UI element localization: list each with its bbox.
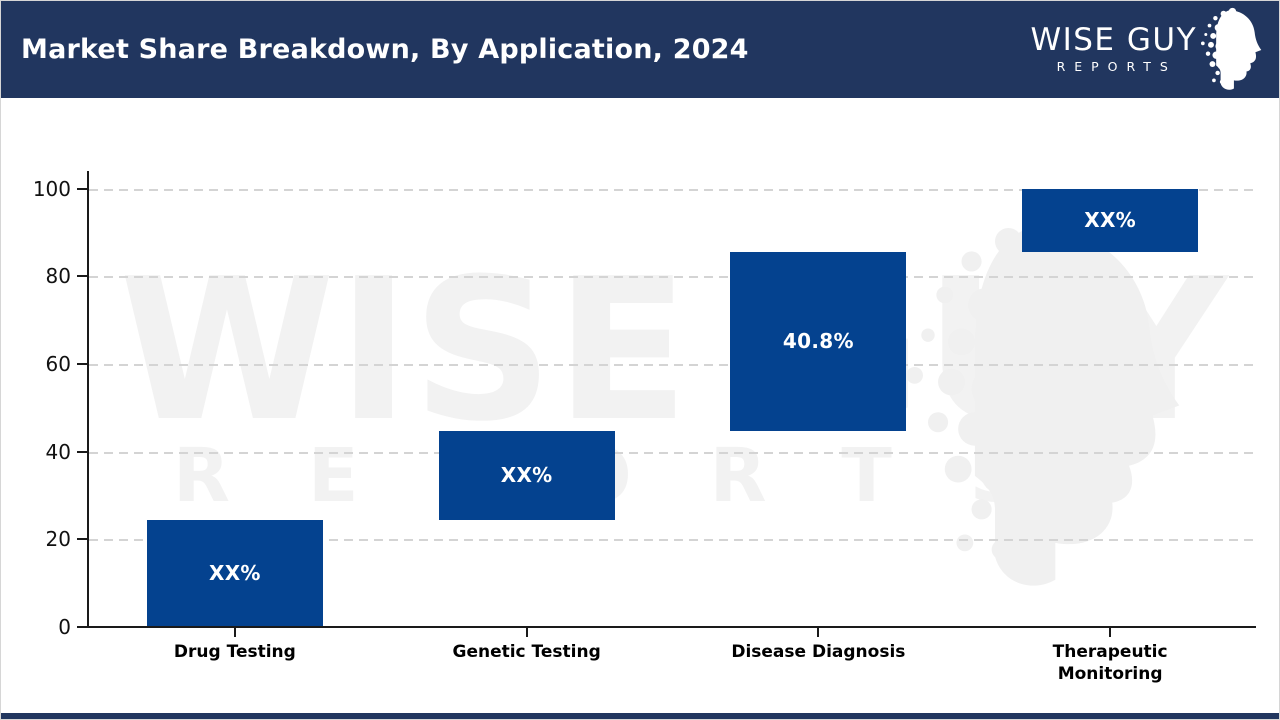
y-tick-20	[77, 538, 87, 541]
footer-band	[1, 713, 1279, 719]
gridline-20	[89, 539, 1256, 542]
y-tick-40	[77, 450, 87, 453]
x-tick	[525, 628, 528, 637]
category-label: Drug Testing	[173, 642, 296, 662]
y-tick-100	[77, 187, 87, 190]
x-tick	[817, 628, 820, 637]
y-tick-label: 60	[45, 351, 71, 376]
category-label: Disease Diagnosis	[731, 642, 906, 662]
bar-value-label: XX%	[1084, 208, 1137, 233]
bar-value-label: XX%	[208, 561, 261, 586]
x-axis-line	[87, 625, 1256, 628]
page-title: Market Share Breakdown, By Application, …	[21, 34, 749, 65]
y-tick-label: 80	[45, 264, 71, 289]
head-dots-icon	[1191, 7, 1265, 93]
y-tick-60	[77, 362, 87, 365]
bar-value-label: 40.8%	[782, 329, 854, 354]
bar-segment: XX%	[1022, 188, 1199, 252]
y-tick-label: 40	[45, 439, 71, 464]
bar-segment: XX%	[146, 520, 323, 627]
x-tick	[1109, 628, 1112, 637]
wise-guy-reports-logo: WISE GUY REPORTS	[1030, 7, 1265, 93]
gridline-60	[89, 363, 1256, 366]
plot-area: 0 20 40 60 80 100 XX% Drug Testing XX% Genetic Te…	[33, 171, 1256, 684]
bar-value-label: XX%	[500, 463, 553, 488]
gridline-100	[89, 188, 1256, 191]
y-tick-label: 100	[32, 176, 71, 201]
bar-segment: XX%	[438, 430, 615, 520]
x-tick	[233, 628, 236, 637]
logo-text: WISE GUY REPORTS	[1030, 22, 1197, 75]
gridline-40	[89, 451, 1256, 454]
logo-subtitle: REPORTS	[1056, 59, 1177, 74]
y-tick-0	[77, 626, 87, 628]
y-tick-label: 20	[45, 527, 71, 552]
category-label: Genetic Testing	[452, 642, 601, 662]
category-label: Therapeutic Monitoring	[1052, 642, 1168, 685]
y-axis-line	[87, 171, 89, 628]
logo-name: WISE GUY	[1030, 22, 1197, 58]
y-tick-80	[77, 275, 87, 278]
bar-segment: 40.8%	[730, 251, 907, 431]
gridline-80	[89, 276, 1256, 279]
header-band: Market Share Breakdown, By Application, …	[1, 1, 1279, 98]
y-tick-label: 0	[58, 615, 71, 639]
